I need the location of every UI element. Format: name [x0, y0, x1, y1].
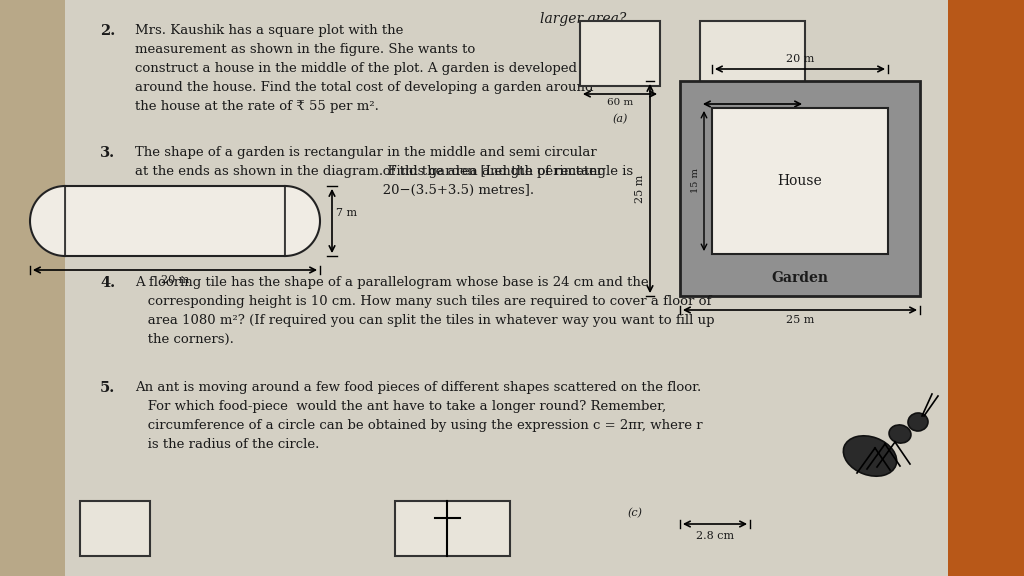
Bar: [580, 21, 660, 86]
Text: 20 m: 20 m: [161, 275, 189, 285]
Text: measurement as shown in the figure. She wants to: measurement as shown in the figure. She …: [135, 43, 475, 56]
Text: of this garden [Length of rectangle is: of this garden [Length of rectangle is: [370, 165, 633, 178]
Polygon shape: [0, 0, 85, 576]
Bar: [65, 186, 285, 256]
Ellipse shape: [908, 413, 928, 431]
Text: the corners).: the corners).: [135, 333, 233, 346]
Text: House: House: [777, 174, 822, 188]
Text: (b): (b): [744, 124, 761, 134]
Text: 20−(3.5+3.5) metres].: 20−(3.5+3.5) metres].: [370, 184, 535, 197]
Bar: [65, 0, 85, 576]
Text: the house at the rate of ₹ 55 per m².: the house at the rate of ₹ 55 per m².: [135, 100, 379, 113]
Ellipse shape: [889, 425, 911, 443]
Bar: [395, 501, 510, 556]
Bar: [165, 0, 185, 576]
Text: 60 m: 60 m: [607, 98, 633, 107]
Text: 25 m: 25 m: [635, 175, 645, 203]
Text: around the house. Find the total cost of developing a garden around: around the house. Find the total cost of…: [135, 81, 594, 94]
Text: (c): (c): [628, 508, 642, 518]
Text: 15 m: 15 m: [691, 169, 700, 194]
Text: Mrs. Kaushik has a square plot with the: Mrs. Kaushik has a square plot with the: [135, 24, 403, 37]
Bar: [712, 108, 888, 254]
Bar: [105, 0, 125, 576]
Text: area 1080 m²? (If required you can split the tiles in whatever way you want to f: area 1080 m²? (If required you can split…: [135, 314, 715, 327]
Bar: [700, 21, 805, 96]
Text: construct a house in the middle of the plot. A garden is developed: construct a house in the middle of the p…: [135, 62, 577, 75]
Text: (a): (a): [108, 508, 123, 518]
Bar: [680, 81, 920, 296]
Bar: [85, 0, 105, 576]
Bar: [125, 0, 145, 576]
Text: 3.: 3.: [100, 146, 115, 160]
Text: circumference of a circle can be obtained by using the expression c = 2πr, where: circumference of a circle can be obtaine…: [135, 419, 702, 432]
Text: An ant is moving around a few food pieces of different shapes scattered on the f: An ant is moving around a few food piece…: [135, 381, 701, 394]
Text: 2.8 cm: 2.8 cm: [696, 531, 734, 541]
Text: (a): (a): [612, 114, 628, 124]
Text: 20 m: 20 m: [785, 54, 814, 64]
Bar: [145, 0, 165, 576]
Text: For which food-piece  would the ant have to take a longer round? Remember,: For which food-piece would the ant have …: [135, 400, 667, 413]
Ellipse shape: [844, 436, 897, 476]
Bar: [185, 0, 205, 576]
Text: 2.: 2.: [100, 24, 116, 38]
Text: 25 m: 25 m: [785, 315, 814, 325]
Text: 4.: 4.: [100, 276, 115, 290]
Text: Garden: Garden: [771, 271, 828, 285]
Text: A flooring tile has the shape of a parallelogram whose base is 24 cm and the: A flooring tile has the shape of a paral…: [135, 276, 648, 289]
Text: 7 m: 7 m: [336, 208, 357, 218]
Bar: [205, 0, 225, 576]
Bar: [948, 0, 1024, 576]
Text: larger area?: larger area?: [540, 12, 627, 26]
Text: (b): (b): [450, 508, 470, 521]
Polygon shape: [285, 186, 319, 256]
Text: 5.: 5.: [100, 381, 116, 395]
Bar: [65, 0, 961, 576]
Text: 80 m: 80 m: [739, 108, 766, 117]
Text: corresponding height is 10 cm. How many such tiles are required to cover a floor: corresponding height is 10 cm. How many …: [135, 295, 712, 308]
Bar: [225, 0, 245, 576]
Text: at the ends as shown in the diagram. Find the area and the perimeter: at the ends as shown in the diagram. Fin…: [135, 165, 603, 178]
Bar: [245, 0, 265, 576]
Text: The shape of a garden is rectangular in the middle and semi circular: The shape of a garden is rectangular in …: [135, 146, 597, 159]
Text: is the radius of the circle.: is the radius of the circle.: [135, 438, 319, 451]
Polygon shape: [30, 186, 65, 256]
Bar: [80, 501, 150, 556]
